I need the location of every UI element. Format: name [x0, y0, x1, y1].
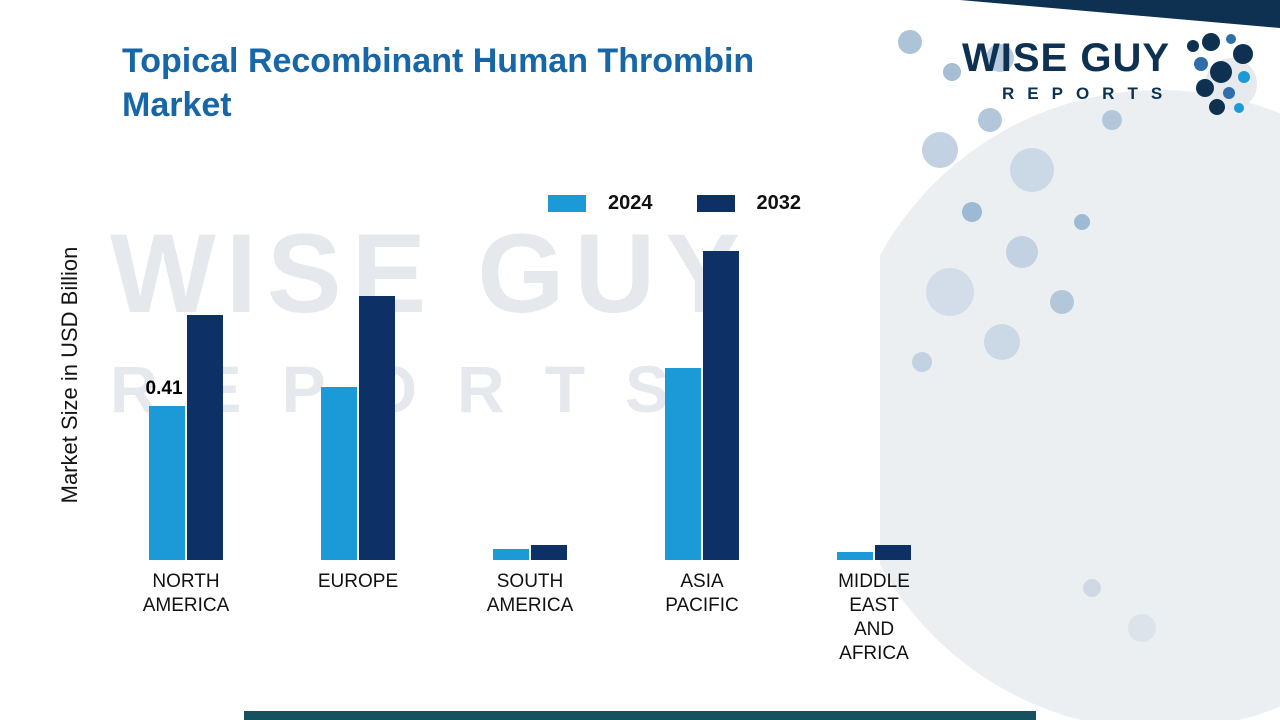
bar-2024-asia-pacific	[665, 368, 701, 560]
brand-logo-text: WISE GUY REPORTS	[962, 38, 1175, 104]
bar-pair-europe	[321, 240, 395, 560]
bar-pair-asia-pacific	[665, 240, 739, 560]
bar-2032-middle-east-and-africa	[875, 545, 911, 560]
bar-group-asia-pacific: ASIA PACIFIC	[616, 240, 788, 616]
legend-swatch-2032	[696, 195, 735, 212]
legend-swatch-2024	[548, 195, 586, 212]
brand-tagline: REPORTS	[1002, 84, 1176, 103]
logo-face-icon	[1187, 33, 1258, 115]
bar-2032-asia-pacific	[703, 251, 739, 560]
page-title-line2: Market	[122, 85, 232, 124]
footer-bar	[244, 711, 1036, 720]
legend-item-2024: 2024	[548, 192, 653, 215]
legend-label-2032: 2032	[756, 192, 802, 214]
background-face-watermark	[880, 30, 1280, 720]
legend: 2024 2032	[548, 192, 801, 215]
legend-label-2024: 2024	[608, 192, 653, 214]
bar-chart-plot: 0.41 NORTH AMERICA EUROPE SOUTH AMERICA ASIA…	[100, 240, 960, 664]
bar-value-label-2024-north-america: 0.41	[145, 378, 183, 399]
x-axis-label-asia-pacific: ASIA PACIFIC	[665, 571, 739, 616]
bar-2024-europe	[321, 387, 357, 560]
bar-group-south-america: SOUTH AMERICA	[444, 240, 616, 616]
bar-2032-south-america	[531, 545, 567, 560]
bar-2032-europe	[359, 296, 395, 560]
bar-group-middle-east-and-africa: MIDDLE EAST AND AFRICA	[788, 240, 960, 664]
bar-pair-middle-east-and-africa	[837, 240, 911, 560]
x-axis-label-north-america: NORTH AMERICA	[142, 571, 230, 616]
legend-item-2032: 2032	[696, 192, 802, 215]
brand-logo: WISE GUY REPORTS	[962, 33, 1259, 124]
brand-name: WISE GUY	[962, 36, 1171, 80]
x-axis-label-europe: EUROPE	[317, 571, 399, 592]
bar-2024-south-america	[493, 549, 529, 560]
bar-2024-middle-east-and-africa	[837, 552, 873, 560]
x-axis-label-middle-east-and-africa: MIDDLE EAST AND AFRICA	[838, 571, 910, 664]
bar-group-north-america: 0.41 NORTH AMERICA	[100, 240, 272, 616]
page-title-line1: Topical Recombinant Human Thrombin	[122, 42, 755, 80]
bar-pair-south-america	[493, 240, 567, 560]
x-axis-label-south-america: SOUTH AMERICA	[486, 571, 574, 616]
bar-2032-north-america	[187, 315, 223, 560]
bar-pair-north-america: 0.41	[146, 240, 223, 560]
bar-2024-north-america: 0.41	[146, 378, 185, 560]
y-axis-label: Market Size in USD Billion	[57, 246, 82, 504]
bar-group-europe: EUROPE	[272, 240, 444, 592]
page-title: Topical Recombinant Human Thrombin Marke…	[122, 40, 882, 127]
